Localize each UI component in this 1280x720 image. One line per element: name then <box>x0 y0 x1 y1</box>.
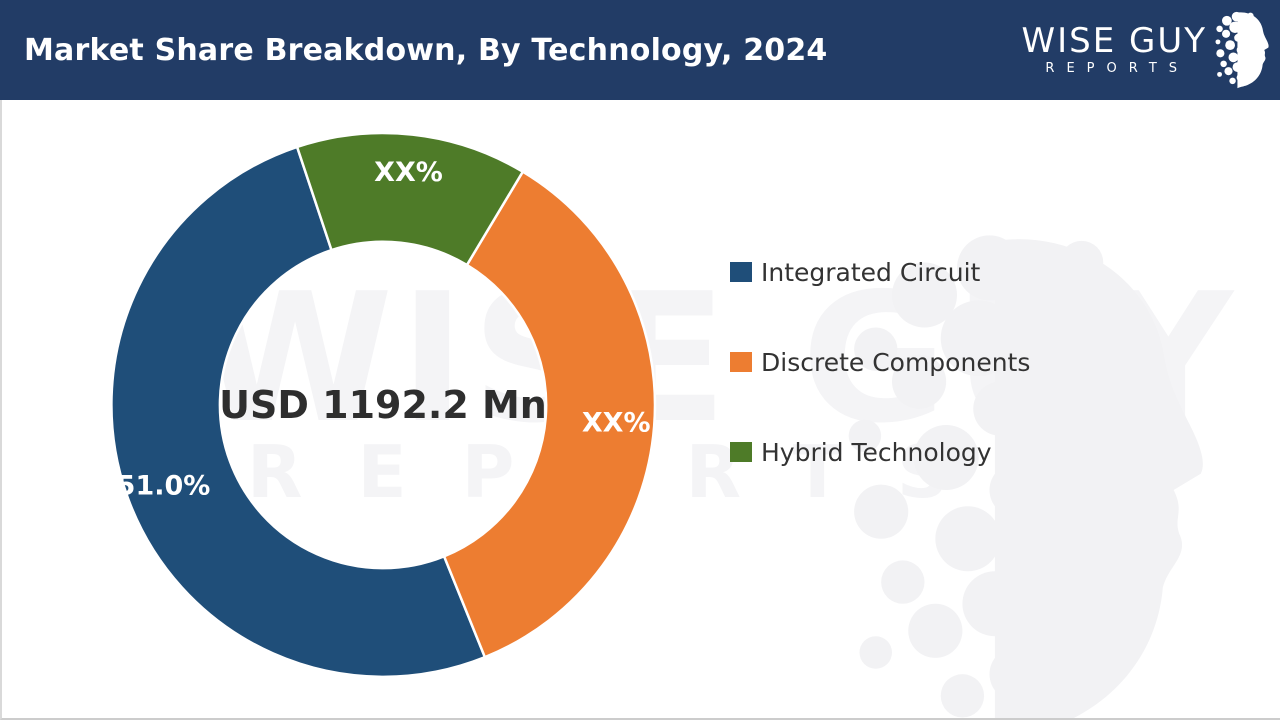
donut-chart: 51.0% XX% XX% <box>110 131 657 679</box>
header-bar: Market Share Breakdown, By Technology, 2… <box>0 0 1280 100</box>
slice-percentage-label: XX% <box>582 408 651 439</box>
legend-label: Integrated Circuit <box>761 257 981 287</box>
chart-area: WISE GUY REPORTS 51.0%XX%XX% USD 1192.2 … <box>0 100 1280 720</box>
slice-percentage-label: 51.0% <box>117 470 211 501</box>
legend-swatch <box>730 442 752 462</box>
donut-slice-integrated-circuit <box>110 145 487 679</box>
legend-label: Discrete Components <box>761 347 1031 377</box>
legend-swatch <box>730 262 752 282</box>
legend-label: Hybrid Technology <box>761 437 992 467</box>
logo-subtitle: REPORTS <box>1045 61 1190 77</box>
donut-slice-hybrid-technology <box>295 131 525 267</box>
legend-swatch <box>730 352 752 372</box>
legend-item-discrete-components: Discrete Components <box>730 340 1030 384</box>
chart-legend: Integrated Circuit Discrete Components Hyb… <box>730 250 1030 474</box>
logo-wordmark: WISE GUY <box>1021 20 1207 61</box>
slice-percentage-label: XX% <box>374 157 443 188</box>
logo-face-icon <box>1213 11 1270 89</box>
legend-item-hybrid-technology: Hybrid Technology <box>730 430 1030 474</box>
page-title: Market Share Breakdown, By Technology, 2… <box>24 32 828 68</box>
wise-guy-logo: WISE GUY REPORTS <box>1021 11 1270 89</box>
chart-center-value: USD 1192.2 Mn <box>219 383 547 427</box>
legend-item-integrated-circuit: Integrated Circuit <box>730 250 1030 294</box>
donut-slice-discrete-components <box>442 169 657 659</box>
logo-text: WISE GUY REPORTS <box>1021 20 1207 77</box>
